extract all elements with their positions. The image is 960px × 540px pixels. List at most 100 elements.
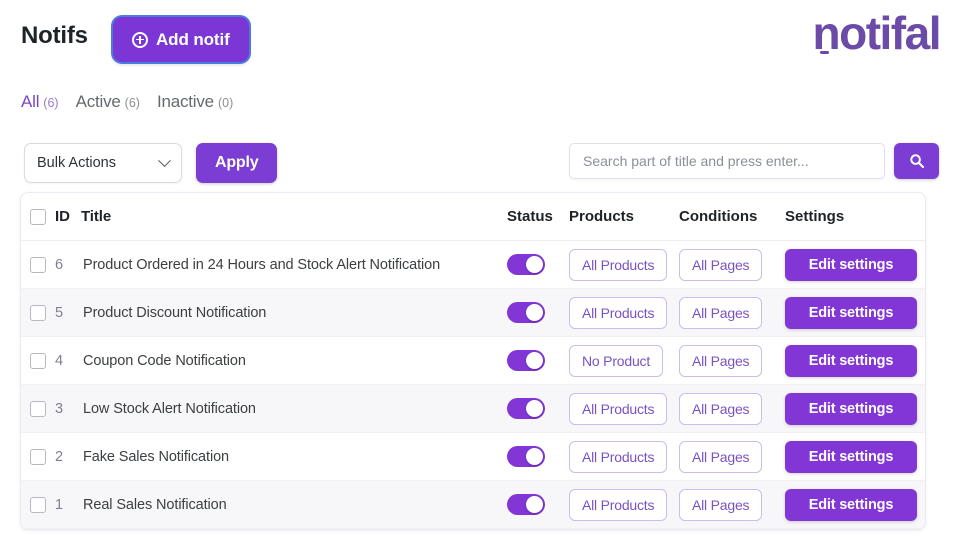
row-select-cell — [21, 352, 55, 369]
row-title: Low Stock Alert Notification — [83, 400, 256, 417]
tab-inactive-label: Inactive — [156, 92, 214, 111]
row-status-cell — [507, 302, 569, 323]
toggle-knob — [526, 448, 543, 465]
row-select-cell — [21, 304, 55, 321]
row-title: Product Ordered in 24 Hours and Stock Al… — [83, 256, 441, 273]
row-settings-cell: Edit settings — [785, 344, 925, 377]
row-products-cell: All Products — [569, 248, 679, 281]
edit-settings-button[interactable]: Edit settings — [785, 440, 917, 473]
edit-settings-button[interactable]: Edit settings — [785, 296, 917, 329]
row-id: 3 — [55, 400, 64, 417]
conditions-pill[interactable]: All Pages — [679, 296, 763, 329]
row-products-cell: All Products — [569, 440, 679, 473]
notifal-logo: notifal — [813, 7, 942, 59]
row-products-cell: All Products — [569, 392, 679, 425]
tab-active[interactable]: Active (6) — [76, 92, 140, 112]
row-status-cell — [507, 254, 569, 275]
products-pill[interactable]: All Products — [569, 392, 668, 425]
row-select-cell — [21, 448, 55, 465]
status-toggle[interactable] — [507, 302, 545, 323]
row-settings-cell: Edit settings — [785, 392, 925, 425]
products-pill[interactable]: All Products — [569, 296, 668, 329]
search-input[interactable] — [569, 143, 885, 179]
bulk-actions-select[interactable]: Bulk Actions — [24, 143, 182, 183]
tab-active-label: Active — [75, 92, 121, 111]
row-settings-cell: Edit settings — [785, 488, 925, 521]
row-checkbox[interactable] — [30, 496, 46, 513]
status-toggle[interactable] — [507, 254, 545, 275]
status-toggle[interactable] — [507, 446, 545, 467]
page-title: Notifs — [21, 22, 88, 49]
controls-row: Bulk Actions Apply — [0, 143, 960, 187]
search-area — [569, 143, 939, 179]
row-id: 4 — [55, 352, 64, 369]
row-checkbox[interactable] — [30, 448, 46, 465]
row-status-cell — [507, 350, 569, 371]
products-pill[interactable]: All Products — [569, 440, 668, 473]
row-id: 6 — [55, 256, 64, 273]
conditions-pill[interactable]: All Pages — [679, 440, 763, 473]
search-button[interactable] — [894, 143, 939, 179]
row-title: Coupon Code Notification — [83, 352, 246, 369]
row-title: Fake Sales Notification — [83, 448, 229, 465]
column-header-products: Products — [569, 208, 635, 225]
table-row: 6 Product Ordered in 24 Hours and Stock … — [21, 241, 925, 289]
table-row: 1 Real Sales Notification All Products A… — [21, 481, 925, 529]
products-pill[interactable]: No Product — [569, 344, 664, 377]
apply-button[interactable]: Apply — [196, 143, 278, 183]
row-select-cell — [21, 496, 55, 513]
row-status-cell — [507, 494, 569, 515]
select-all-checkbox[interactable] — [30, 208, 46, 225]
add-notif-button[interactable]: Add notif — [113, 17, 249, 62]
bulk-actions-value: Bulk Actions — [37, 155, 116, 171]
products-pill[interactable]: All Products — [569, 488, 668, 521]
conditions-pill[interactable]: All Pages — [679, 392, 763, 425]
row-conditions-cell: All Pages — [679, 296, 785, 329]
row-status-cell — [507, 398, 569, 419]
search-icon — [909, 154, 924, 169]
top-bar: Notifs Add notif notifal — [0, 0, 960, 78]
products-pill[interactable]: All Products — [569, 248, 668, 281]
row-checkbox[interactable] — [30, 400, 46, 417]
logo-text: otifal — [839, 7, 941, 59]
edit-settings-button[interactable]: Edit settings — [785, 248, 917, 281]
tab-inactive-count: (0) — [217, 96, 234, 110]
row-products-cell: No Product — [569, 344, 679, 377]
row-checkbox[interactable] — [30, 256, 46, 273]
row-checkbox[interactable] — [30, 352, 46, 369]
tab-all[interactable]: All (6) — [21, 92, 59, 112]
edit-settings-button[interactable]: Edit settings — [785, 392, 917, 425]
row-settings-cell: Edit settings — [785, 296, 925, 329]
tab-active-count: (6) — [124, 96, 140, 110]
tab-all-count: (6) — [43, 96, 59, 110]
status-toggle[interactable] — [507, 494, 545, 515]
row-conditions-cell: All Pages — [679, 248, 785, 281]
column-header-title: Title — [81, 208, 112, 225]
conditions-pill[interactable]: All Pages — [679, 488, 763, 521]
toggle-knob — [526, 496, 543, 513]
row-products-cell: All Products — [569, 488, 679, 521]
edit-settings-button[interactable]: Edit settings — [785, 344, 917, 377]
row-products-cell: All Products — [569, 296, 679, 329]
row-checkbox[interactable] — [30, 304, 46, 321]
row-title: Real Sales Notification — [83, 496, 227, 513]
table-row: 3 Low Stock Alert Notification All Produ… — [21, 385, 925, 433]
toggle-knob — [526, 352, 543, 369]
status-toggle[interactable] — [507, 350, 545, 371]
status-filter-tabs: All (6) Active (6) Inactive (0) — [21, 92, 233, 112]
conditions-pill[interactable]: All Pages — [679, 248, 763, 281]
table-header-row: ID Title Status Products Conditions Sett… — [21, 193, 925, 241]
tab-all-label: All — [21, 92, 40, 111]
column-header-settings: Settings — [785, 208, 845, 225]
tab-inactive[interactable]: Inactive (0) — [157, 92, 233, 112]
table-row: 2 Fake Sales Notification All Products A… — [21, 433, 925, 481]
row-conditions-cell: All Pages — [679, 392, 785, 425]
plus-circle-icon — [132, 31, 148, 48]
toggle-knob — [526, 304, 543, 321]
row-id: 5 — [55, 304, 64, 321]
status-toggle[interactable] — [507, 398, 545, 419]
edit-settings-button[interactable]: Edit settings — [785, 488, 917, 521]
conditions-pill[interactable]: All Pages — [679, 344, 763, 377]
row-settings-cell: Edit settings — [785, 248, 925, 281]
